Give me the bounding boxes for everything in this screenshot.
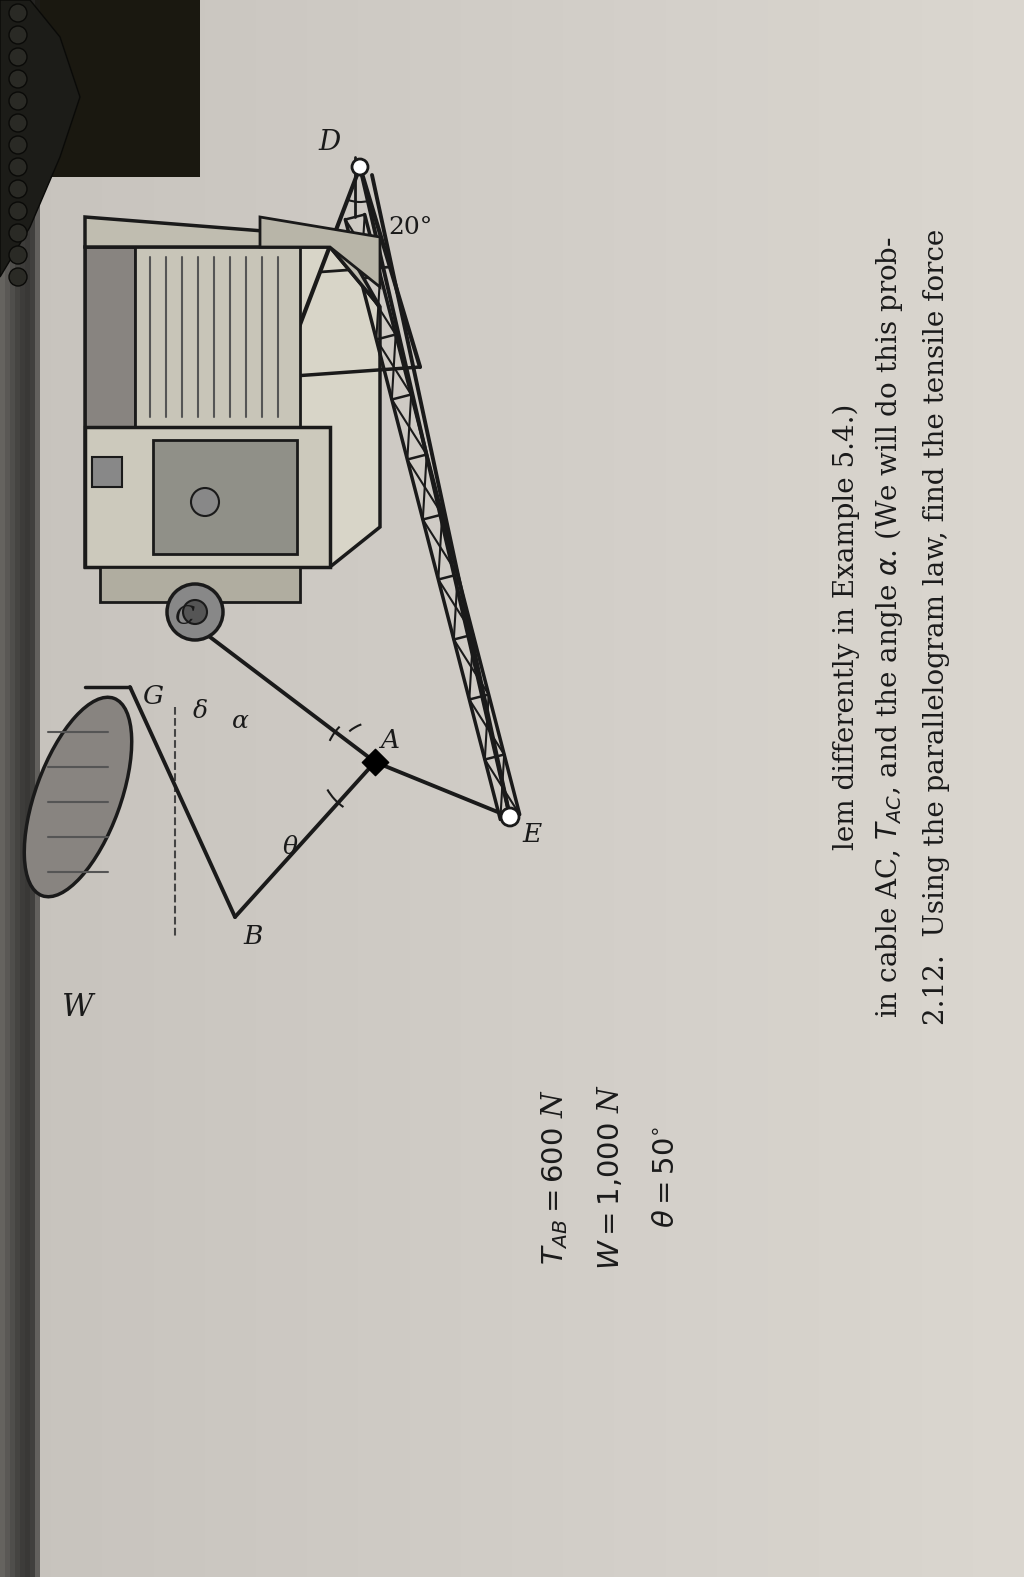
Text: lem differently in Example 5.4.): lem differently in Example 5.4.) — [833, 404, 860, 850]
Bar — [0, 0, 35, 1577]
Polygon shape — [85, 248, 380, 568]
Bar — [973, 0, 1024, 1577]
Polygon shape — [135, 248, 300, 427]
Text: 2.12.  Using the parallelogram law, find the tensile force: 2.12. Using the parallelogram law, find … — [923, 229, 950, 1025]
Bar — [0, 0, 5, 1577]
Circle shape — [9, 114, 27, 132]
Text: A: A — [381, 727, 399, 752]
Circle shape — [9, 136, 27, 155]
Bar — [819, 0, 870, 1577]
FancyBboxPatch shape — [153, 440, 297, 554]
Bar — [51, 0, 102, 1577]
Bar — [0, 0, 200, 177]
Bar — [614, 0, 666, 1577]
Circle shape — [9, 91, 27, 110]
Text: D: D — [318, 128, 341, 156]
Circle shape — [9, 5, 27, 22]
Circle shape — [9, 25, 27, 44]
Text: α: α — [231, 711, 249, 733]
Bar — [461, 0, 512, 1577]
Circle shape — [191, 487, 219, 516]
Text: 20°: 20° — [388, 216, 432, 238]
Circle shape — [9, 246, 27, 263]
Bar — [307, 0, 358, 1577]
Bar — [0, 0, 20, 1577]
FancyBboxPatch shape — [100, 568, 300, 602]
Circle shape — [9, 180, 27, 199]
Bar — [358, 0, 410, 1577]
Text: $\theta = 50^{\circ}$: $\theta = 50^{\circ}$ — [652, 1126, 680, 1228]
Text: C: C — [175, 604, 195, 629]
FancyBboxPatch shape — [92, 457, 122, 487]
Circle shape — [9, 47, 27, 66]
Ellipse shape — [25, 697, 132, 897]
Bar — [666, 0, 717, 1577]
Circle shape — [9, 202, 27, 221]
Text: δ: δ — [193, 700, 208, 724]
Text: $T_{AB} = 600$ N: $T_{AB} = 600$ N — [540, 1090, 570, 1265]
Text: in cable AC, $T_{AC}$, and the angle $\alpha$. (We will do this prob-: in cable AC, $T_{AC}$, and the angle $\a… — [873, 237, 905, 1019]
Circle shape — [352, 159, 368, 175]
Bar — [0, 0, 40, 1577]
Point — [367, 749, 383, 774]
Bar — [0, 0, 10, 1577]
Text: B: B — [244, 924, 263, 949]
Bar — [410, 0, 461, 1577]
Bar — [154, 0, 205, 1577]
Bar — [102, 0, 154, 1577]
Text: E: E — [522, 823, 542, 847]
Bar — [717, 0, 768, 1577]
Text: W: W — [62, 992, 93, 1022]
FancyBboxPatch shape — [85, 427, 330, 568]
Circle shape — [9, 224, 27, 241]
Bar — [205, 0, 256, 1577]
Bar — [512, 0, 563, 1577]
Polygon shape — [0, 0, 80, 278]
Bar — [0, 0, 51, 1577]
Bar — [922, 0, 973, 1577]
Bar — [563, 0, 614, 1577]
Bar — [870, 0, 922, 1577]
Circle shape — [9, 69, 27, 88]
Bar — [0, 0, 30, 1577]
Circle shape — [501, 807, 519, 826]
Text: G: G — [142, 684, 164, 710]
Text: $W = 1{,}000$ N: $W = 1{,}000$ N — [596, 1085, 625, 1269]
Text: θ: θ — [283, 836, 298, 858]
Bar — [0, 0, 25, 1577]
Circle shape — [183, 599, 207, 624]
Polygon shape — [85, 248, 135, 568]
Bar — [256, 0, 307, 1577]
Bar — [768, 0, 819, 1577]
Circle shape — [9, 268, 27, 285]
Circle shape — [167, 583, 223, 640]
Polygon shape — [85, 218, 380, 308]
Polygon shape — [260, 218, 380, 287]
Circle shape — [9, 158, 27, 177]
Bar — [0, 0, 15, 1577]
